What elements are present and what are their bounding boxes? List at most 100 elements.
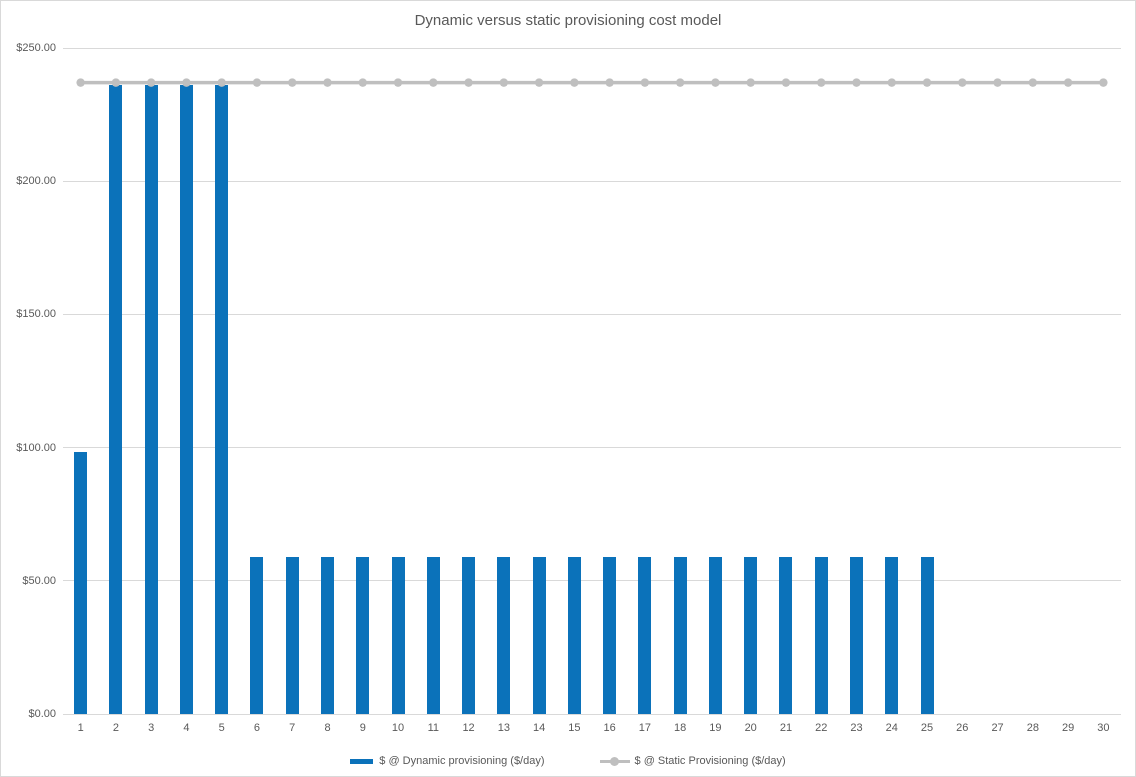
x-tick-label: 20	[744, 722, 757, 734]
static-series-line	[76, 78, 1108, 87]
legend-item-static: $ @ Static Provisioning ($/day)	[599, 755, 786, 767]
bar-day-24	[885, 556, 899, 714]
bar-day-11	[426, 556, 440, 714]
dynamic-series-swatch	[350, 758, 374, 764]
x-tick-label: 8	[324, 722, 331, 734]
line-marker-day-22	[817, 78, 826, 87]
legend-item-dynamic: $ @ Dynamic provisioning ($/day)	[350, 755, 545, 767]
line-marker-day-15	[570, 78, 579, 87]
y-tick-label: $100.00	[16, 441, 56, 454]
line-marker-day-27	[993, 78, 1002, 87]
line-marker-day-18	[675, 78, 685, 87]
line-marker-day-17	[640, 78, 650, 87]
line-marker-day-8	[323, 78, 332, 87]
gridline	[63, 580, 1121, 582]
bar-day-15	[567, 556, 581, 714]
bar-day-3	[144, 85, 158, 714]
x-tick-label: 7	[289, 722, 296, 734]
bar-day-19	[708, 556, 722, 714]
line-marker-day-23	[852, 78, 861, 87]
x-tick-label: 17	[638, 722, 652, 734]
bar-day-20	[744, 556, 758, 714]
line-marker-day-14	[534, 78, 544, 87]
x-tick-label: 9	[359, 722, 366, 734]
line-marker-day-6	[252, 78, 262, 87]
gridline	[63, 313, 1121, 315]
line-marker-day-25	[922, 78, 932, 87]
bar-day-17	[638, 556, 652, 714]
gridline	[63, 47, 1121, 49]
bar-day-9	[356, 556, 370, 714]
y-tick-label: $50.00	[22, 574, 56, 587]
x-tick-label: 6	[253, 722, 261, 734]
x-tick-label: 22	[815, 722, 828, 734]
legend-label-dynamic: $ @ Dynamic provisioning ($/day)	[379, 755, 545, 767]
line-marker-day-4	[182, 78, 191, 87]
bar-day-5	[215, 85, 229, 714]
x-tick-label: 10	[391, 722, 405, 734]
x-tick-label: 15	[568, 722, 581, 734]
x-tick-label: 24	[885, 722, 898, 734]
line-marker-day-13	[499, 78, 509, 87]
line-marker-day-26	[958, 78, 967, 87]
line-marker-day-9	[358, 78, 367, 87]
line-marker-day-10	[393, 78, 403, 87]
bar-day-10	[391, 556, 405, 714]
x-tick-label: 13	[497, 722, 510, 734]
bar-day-25	[920, 556, 934, 714]
x-tick-label: 29	[1061, 722, 1075, 734]
line-marker-day-11	[429, 78, 438, 87]
y-tick-label: $200.00	[16, 175, 56, 188]
bar-day-13	[497, 556, 511, 714]
line-marker-day-24	[887, 78, 896, 87]
line-marker-day-28	[1028, 78, 1038, 87]
bar-day-1	[74, 451, 88, 714]
bar-day-16	[603, 556, 617, 714]
bar-day-22	[814, 556, 828, 714]
x-tick-label: 27	[991, 722, 1004, 734]
bar-day-8	[321, 556, 334, 714]
gridline	[63, 713, 1121, 715]
line-marker-day-30	[1099, 78, 1108, 87]
x-tick-label: 12	[462, 722, 475, 734]
bar-day-12	[462, 556, 476, 714]
x-tick-label: 26	[956, 722, 969, 734]
bar-day-14	[532, 556, 546, 714]
x-tick-label: 4	[183, 722, 190, 734]
x-tick-label: 23	[850, 722, 863, 734]
x-tick-label: 5	[218, 722, 225, 734]
x-tick-label: 18	[674, 722, 687, 734]
x-tick-label: 2	[112, 722, 119, 734]
line-marker-day-12	[464, 78, 473, 87]
bar-day-18	[673, 556, 687, 714]
gridline	[63, 180, 1121, 182]
x-tick-label: 14	[532, 722, 546, 734]
plot-area	[63, 47, 1121, 715]
x-axis: 1 2 3 4 5 6 7 8 9 10 11 12 13 14 15 16 17 18 19 20 21 22 23 24 2…	[63, 722, 1121, 738]
bar-day-2	[109, 85, 123, 714]
chart-title: Dynamic versus static provisioning cost …	[414, 12, 722, 29]
bar-day-6	[250, 556, 264, 714]
bar-day-7	[285, 556, 299, 714]
line-marker-day-29	[1063, 78, 1073, 87]
line-marker-day-21	[781, 78, 791, 87]
line-marker-day-1	[76, 78, 85, 87]
y-axis: $0.00 $50.00 $100.00 $150.00 $200.00 $250.00	[1, 42, 56, 720]
x-tick-label: 28	[1026, 722, 1039, 734]
line-marker-day-2	[111, 78, 121, 87]
x-tick-label: 30	[1097, 722, 1110, 734]
y-tick-label: $0.00	[28, 708, 56, 720]
bar-day-21	[779, 556, 793, 714]
y-tick-label: $250.00	[16, 42, 56, 54]
line-swatch-marker-icon	[609, 756, 619, 766]
legend: $ @ Dynamic provisioning ($/day) $ @ Sta…	[1, 755, 1135, 767]
y-tick-label: $150.00	[16, 308, 56, 321]
x-tick-label: 11	[427, 722, 439, 734]
x-tick-label: 21	[779, 722, 793, 734]
legend-label-static: $ @ Static Provisioning ($/day)	[634, 755, 786, 767]
static-series-swatch	[599, 756, 630, 766]
line-marker-day-16	[605, 78, 614, 87]
x-tick-label: 25	[920, 722, 934, 734]
line-marker-day-19	[711, 78, 720, 87]
